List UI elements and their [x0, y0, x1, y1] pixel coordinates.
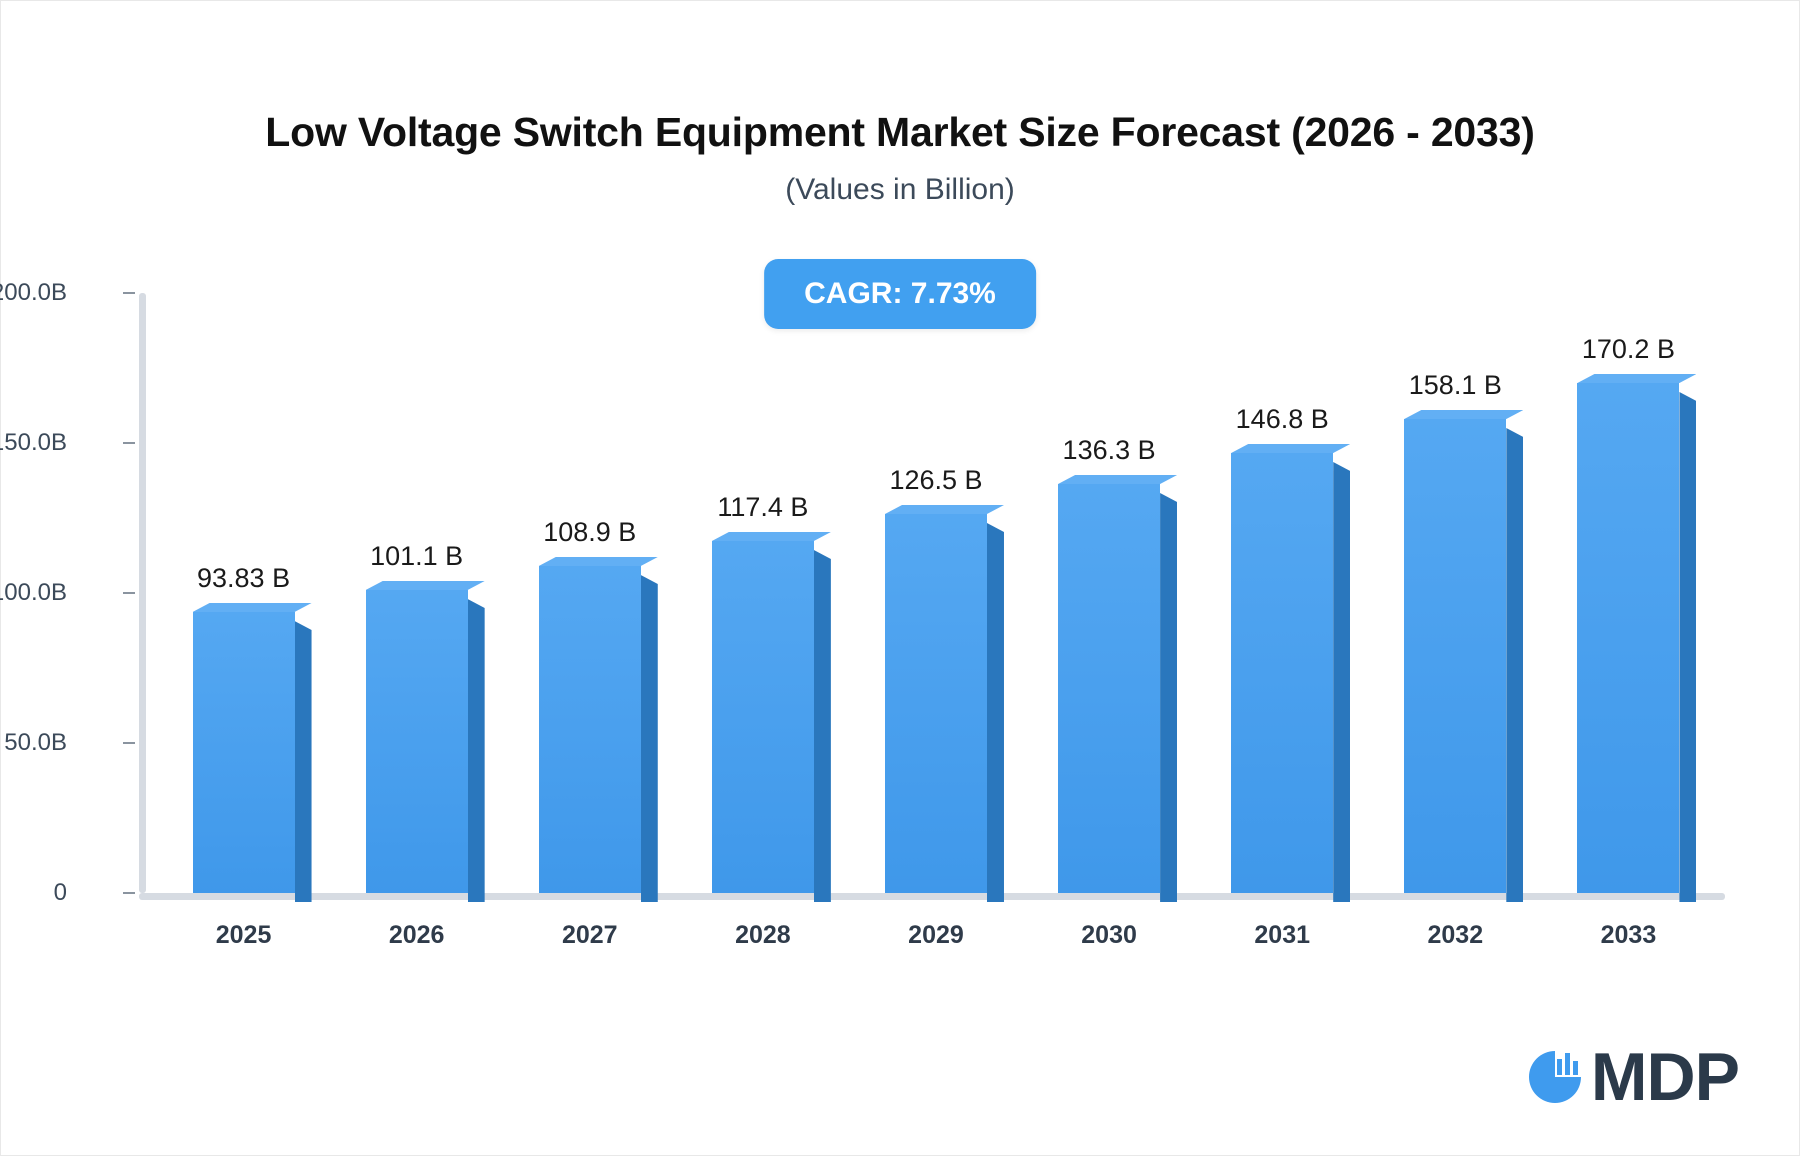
- bar-top-face: [711, 532, 831, 541]
- bar-2031[interactable]: 146.8 B 2031: [1231, 404, 1351, 949]
- bar-group: 93.83 B 2025 101.1 B 2026: [139, 293, 1739, 949]
- bar-side-face: [1160, 493, 1178, 902]
- bar-top-face: [1231, 444, 1351, 453]
- y-axis-line: [139, 293, 146, 893]
- bar-2028[interactable]: 117.4 B 2028: [711, 492, 831, 949]
- x-tick-label: 2026: [388, 921, 445, 949]
- bar-front-face: [538, 557, 658, 893]
- bar-top-face: [192, 603, 312, 612]
- bar-top-face: [1577, 374, 1697, 383]
- bar-slot: 126.5 B 2029: [849, 293, 1022, 949]
- bar-side-face: [986, 523, 1004, 902]
- y-tick-label-0: 0: [53, 879, 67, 906]
- bar-side-face: [467, 599, 485, 902]
- bar-side-face: [294, 621, 312, 902]
- bar-top-face: [1058, 475, 1178, 484]
- x-tick-label: 2027: [561, 921, 618, 949]
- y-tick-label-150: 150.0B: [0, 429, 67, 456]
- y-tick-mark-200: [123, 292, 135, 294]
- x-tick-label: 2029: [908, 921, 964, 949]
- bar-front-face: [1058, 475, 1178, 893]
- bar-2030[interactable]: 136.3 B 2030: [1058, 435, 1178, 949]
- bar-top-face: [1404, 410, 1524, 419]
- bar-slot: 101.1 B 2026: [330, 293, 503, 949]
- bar-value-label: 126.5 B: [889, 465, 983, 495]
- bar-chart-icon: [1528, 1051, 1581, 1103]
- x-tick-label: 2033: [1600, 921, 1657, 949]
- bar-value-label: 117.4 B: [717, 492, 809, 522]
- bar-value-label: 101.1 B: [370, 541, 464, 571]
- bar-slot: 93.83 B 2025: [157, 293, 330, 949]
- bar-front-face: [1577, 374, 1697, 893]
- bar-slot: 117.4 B 2028: [676, 293, 849, 949]
- bar-slot: 108.9 B 2027: [503, 293, 676, 949]
- bar-slot: 158.1 B 2032: [1369, 293, 1542, 949]
- bar-front-face: [192, 603, 312, 893]
- logo-text: MDP: [1590, 1039, 1740, 1115]
- chart-title: Low Voltage Switch Equipment Market Size…: [265, 109, 1535, 155]
- bar-2026[interactable]: 101.1 B 2026: [365, 541, 485, 949]
- plot-area: 200.0B 150.0B 100.0B 50.0B 0 93.83 B 202…: [0, 279, 1739, 949]
- bar-side-face: [1333, 462, 1351, 902]
- bar-2032[interactable]: 158.1 B 2032: [1404, 370, 1524, 949]
- bar-front-face: [365, 581, 485, 893]
- bar-front-face: [884, 505, 1004, 893]
- bar-2027[interactable]: 108.9 B 2027: [538, 517, 658, 949]
- x-tick-label: 2025: [215, 921, 272, 949]
- bar-slot: 136.3 B 2030: [1023, 293, 1196, 949]
- bar-top-face: [365, 581, 485, 590]
- y-tick-mark-50: [123, 742, 135, 744]
- y-tick-label-100: 100.0B: [0, 579, 67, 606]
- y-tick-mark-0: [123, 892, 135, 894]
- cagr-badge: CAGR: 7.73%: [764, 259, 1036, 329]
- x-tick-label: 2030: [1081, 921, 1137, 949]
- bar-top-face: [884, 505, 1004, 514]
- bar-side-face: [1506, 428, 1524, 902]
- bar-value-label: 158.1 B: [1408, 370, 1502, 400]
- bar-front-face: [1404, 410, 1524, 893]
- bar-2029[interactable]: 126.5 B 2029: [884, 465, 1004, 949]
- bar-side-face: [1679, 392, 1697, 902]
- mdp-logo: MDP: [1525, 1039, 1740, 1115]
- x-tick-label: 2028: [735, 921, 791, 949]
- bar-slot: 170.2 B 2033: [1542, 293, 1715, 949]
- y-tick-label-50: 50.0B: [4, 729, 67, 756]
- bar-value-label: 136.3 B: [1062, 435, 1156, 465]
- bar-value-label: 108.9 B: [543, 517, 637, 547]
- bar-side-face: [813, 550, 831, 902]
- x-axis-line: [139, 893, 1725, 900]
- bar-value-label: 146.8 B: [1235, 404, 1329, 434]
- x-tick-label: 2032: [1427, 921, 1484, 949]
- bar-front-face: [1231, 444, 1351, 893]
- y-tick-mark-150: [123, 442, 135, 444]
- bar-top-face: [538, 557, 658, 566]
- chart-subtitle: (Values in Billion): [785, 173, 1015, 206]
- bar-side-face: [640, 575, 658, 902]
- bar-2025[interactable]: 93.83 B 2025: [192, 563, 312, 949]
- bar-value-label: 170.2 B: [1581, 334, 1675, 364]
- bar-slot: 146.8 B 2031: [1196, 293, 1369, 949]
- y-tick-label-200: 200.0B: [0, 279, 67, 306]
- y-tick-mark-100: [123, 592, 135, 594]
- bar-2033[interactable]: 170.2 B 2033: [1577, 334, 1697, 949]
- bar-value-label: 93.83 B: [197, 563, 291, 593]
- x-tick-label: 2031: [1254, 921, 1311, 949]
- bar-front-face: [711, 532, 831, 893]
